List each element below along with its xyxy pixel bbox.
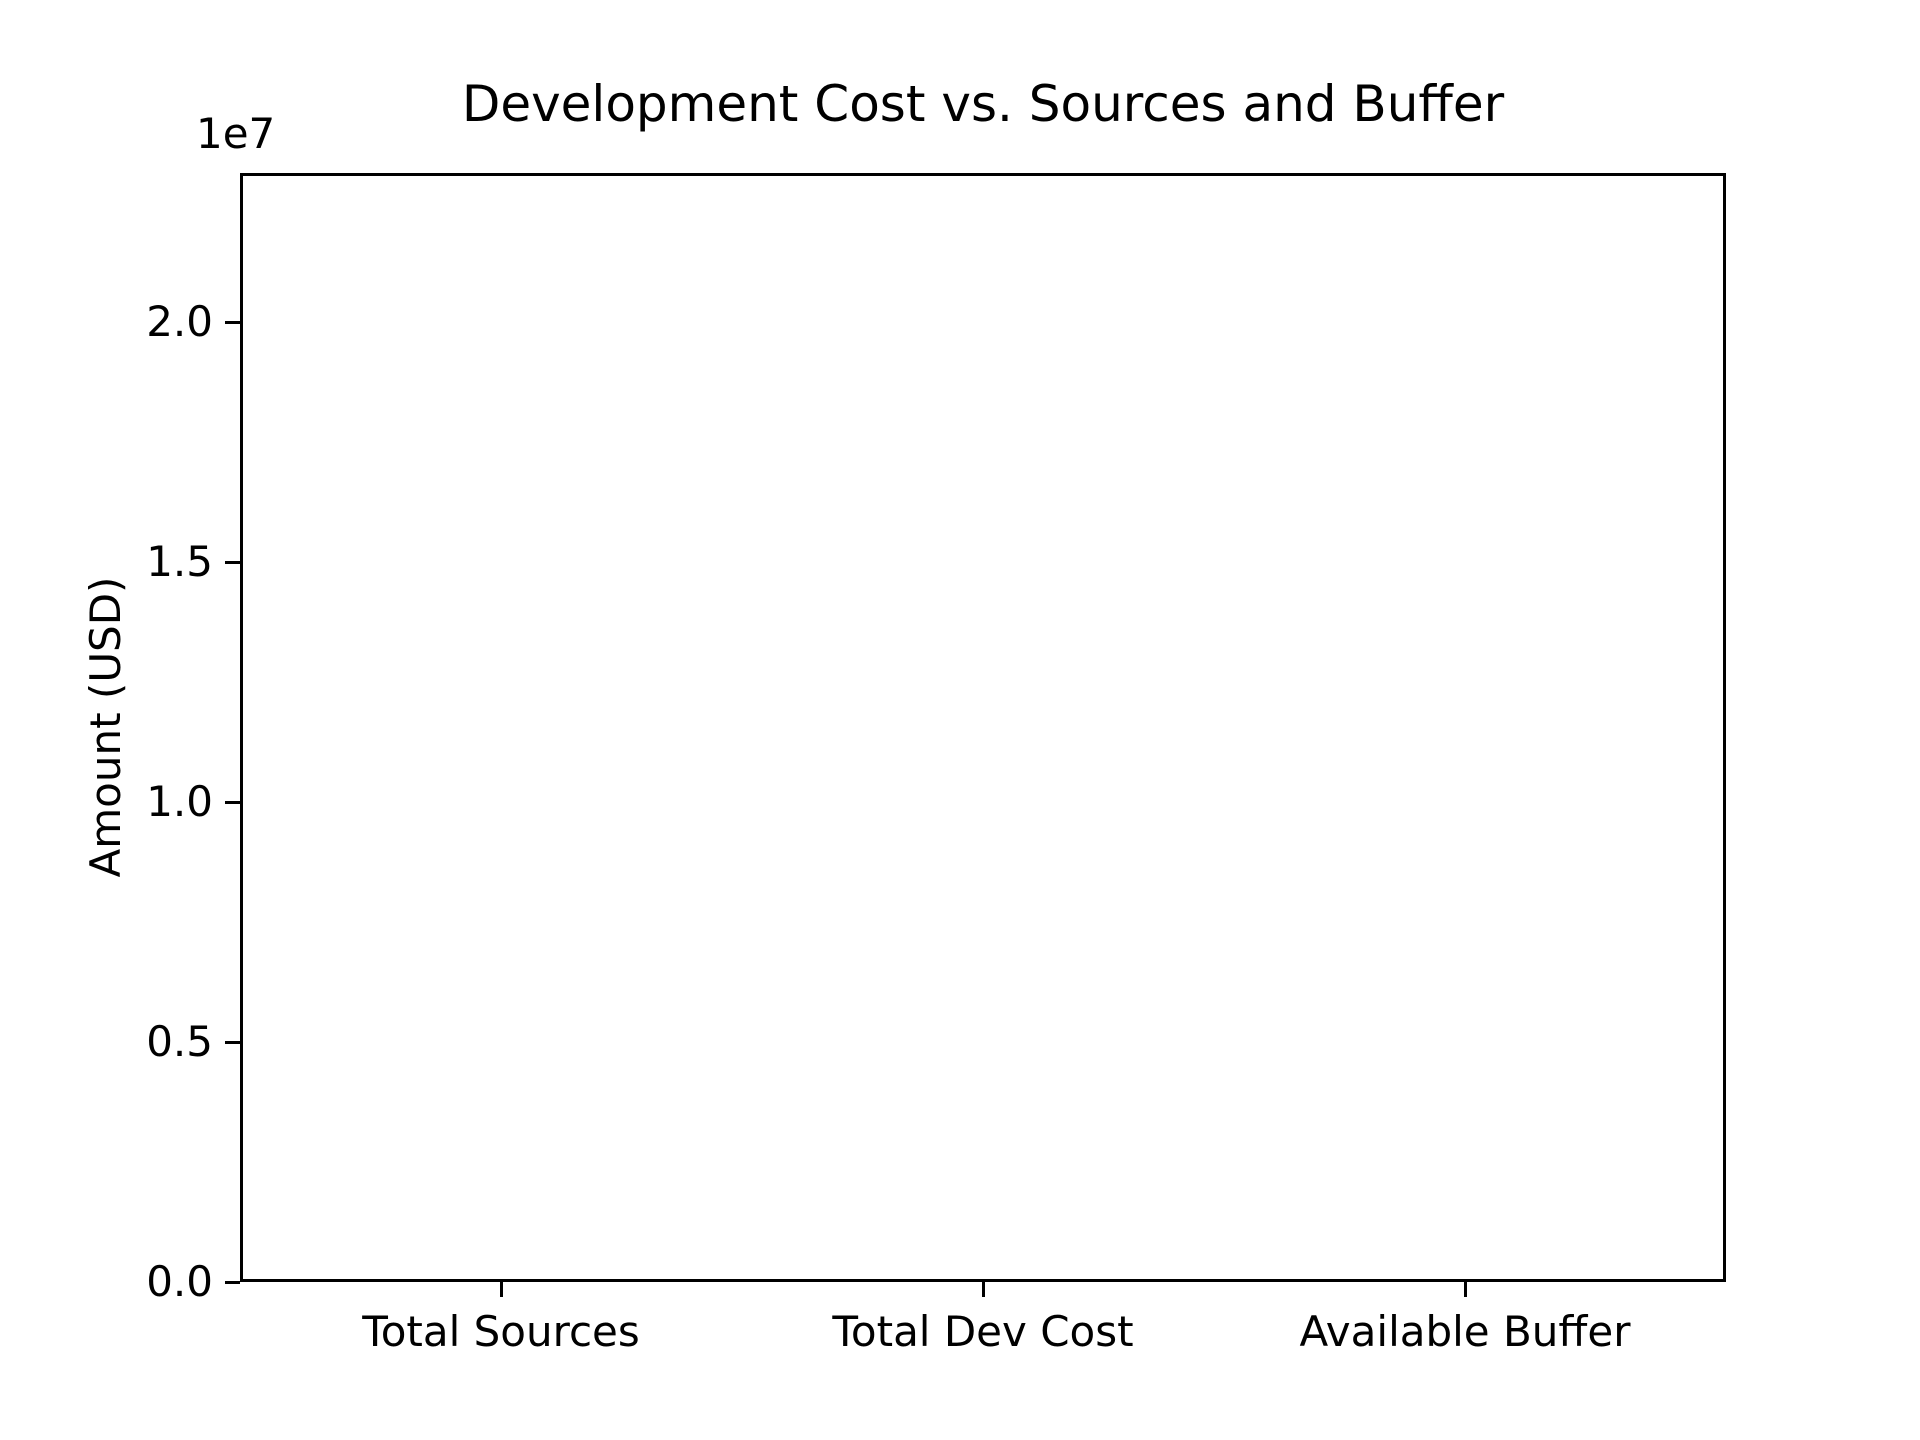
plot-area bbox=[240, 173, 1726, 1282]
y-tick-mark bbox=[225, 801, 240, 804]
y-tick-mark bbox=[225, 321, 240, 324]
x-tick-mark bbox=[500, 1282, 503, 1297]
x-tick-label: Available Buffer bbox=[1299, 1307, 1631, 1356]
y-tick-mark bbox=[225, 561, 240, 564]
x-tick-label: Total Sources bbox=[362, 1307, 640, 1356]
y-tick-mark bbox=[225, 1041, 240, 1044]
y-axis-offset-text: 1e7 bbox=[196, 109, 276, 158]
y-axis-label: Amount (USD) bbox=[81, 576, 130, 878]
x-tick-mark bbox=[982, 1282, 985, 1297]
y-tick-label: 1.5 bbox=[146, 537, 213, 586]
y-tick-label: 0.5 bbox=[146, 1017, 213, 1066]
y-tick-mark bbox=[225, 1281, 240, 1284]
y-tick-label: 2.0 bbox=[146, 297, 213, 346]
x-tick-label: Total Dev Cost bbox=[832, 1307, 1134, 1356]
chart-title: Development Cost vs. Sources and Buffer bbox=[461, 75, 1505, 133]
y-tick-label: 1.0 bbox=[146, 777, 213, 826]
x-tick-mark bbox=[1464, 1282, 1467, 1297]
y-tick-label: 0.0 bbox=[146, 1257, 213, 1306]
